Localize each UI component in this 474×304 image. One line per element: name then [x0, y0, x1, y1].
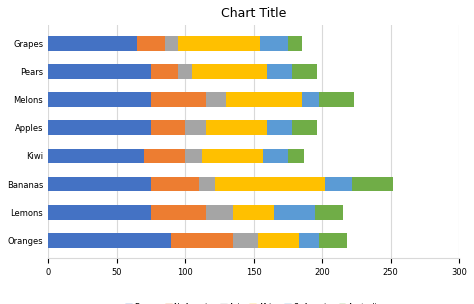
Title: Chart Title: Chart Title [221, 7, 286, 20]
Bar [172, 233, 233, 248]
Bar [319, 92, 354, 107]
Bar [263, 149, 288, 163]
Bar [178, 36, 261, 50]
Bar [201, 149, 263, 163]
Bar [151, 120, 185, 135]
Bar [185, 149, 201, 163]
Bar [319, 233, 347, 248]
Bar [315, 205, 343, 219]
Bar [48, 92, 151, 107]
Bar [325, 177, 352, 192]
Bar [48, 120, 151, 135]
Bar [48, 36, 137, 50]
Bar [292, 64, 317, 79]
Bar [151, 205, 206, 219]
Bar [164, 36, 178, 50]
Bar [288, 36, 301, 50]
Bar [292, 120, 317, 135]
Bar [267, 64, 292, 79]
Bar [48, 64, 151, 79]
Bar [48, 233, 172, 248]
Legend: Europe, N. America, Asia, Africa, S. America, Australia: Europe, N. America, Asia, Africa, S. Ame… [122, 299, 385, 304]
Bar [151, 177, 199, 192]
Bar [226, 92, 301, 107]
Bar [192, 64, 267, 79]
Bar [261, 36, 288, 50]
Bar [215, 177, 325, 192]
Bar [144, 149, 185, 163]
Bar [233, 233, 258, 248]
Bar [199, 177, 215, 192]
Bar [206, 120, 267, 135]
Bar [48, 177, 151, 192]
Bar [233, 205, 274, 219]
Bar [274, 205, 315, 219]
Bar [258, 233, 299, 248]
Bar [185, 120, 206, 135]
Bar [206, 92, 226, 107]
Bar [267, 120, 292, 135]
Bar [299, 233, 319, 248]
Bar [178, 64, 192, 79]
Bar [48, 149, 144, 163]
Bar [137, 36, 164, 50]
Bar [48, 205, 151, 219]
Bar [151, 64, 178, 79]
Bar [151, 92, 206, 107]
Bar [288, 149, 304, 163]
Bar [352, 177, 393, 192]
Bar [206, 205, 233, 219]
Bar [301, 92, 319, 107]
